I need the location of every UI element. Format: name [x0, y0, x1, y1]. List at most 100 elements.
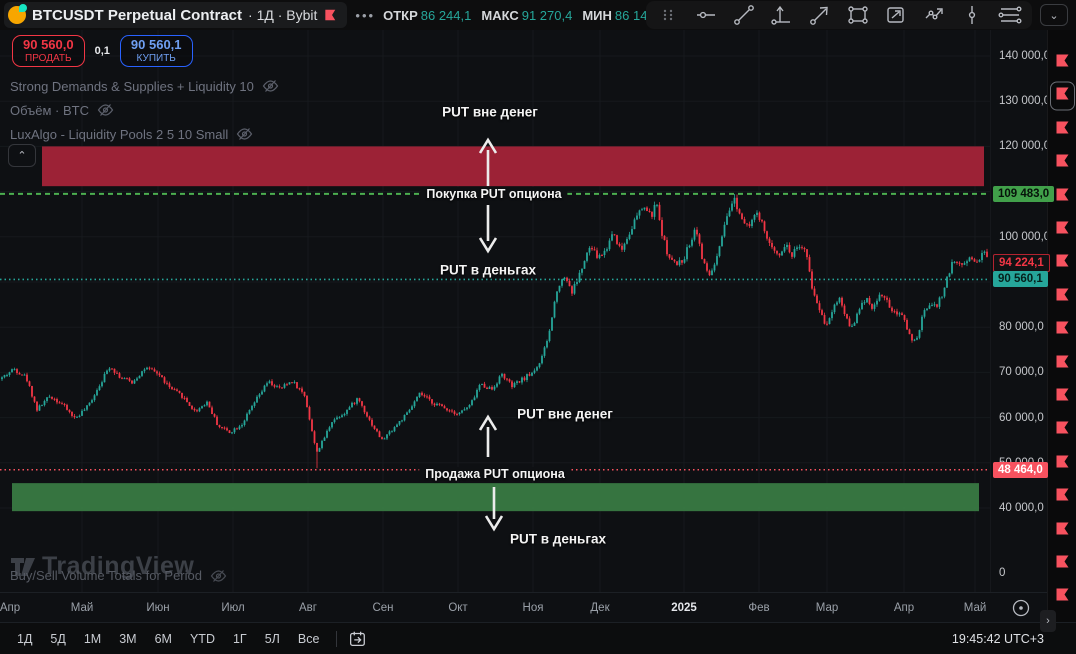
alert-flag-icon[interactable]: [1054, 220, 1071, 241]
annotation-put-itm-top: PUT в деньгах: [440, 262, 536, 278]
price-label-green: 109 483,0: [993, 185, 1055, 202]
eye-off-icon[interactable]: [236, 127, 253, 141]
alert-flag-icon[interactable]: [1054, 387, 1071, 408]
symbol-title[interactable]: BTCUSDT Perpetual Contract: [32, 6, 243, 24]
rectangle-tool-icon[interactable]: [846, 3, 870, 27]
projection-tool-icon[interactable]: [884, 3, 908, 27]
time-axis[interactable]: Апр Май Июн Июл Авг Сен Окт Ноя Дек 2025 Фев Мар Апр…: [0, 592, 1047, 622]
alert-flag-icon[interactable]: [1054, 286, 1071, 307]
trend-angle-tool-icon[interactable]: [770, 3, 794, 27]
bottom-toolbar: 1Д 5Д 1М 3М 6М YTD 1Г 5Л Все 19:45:42 UTC+3: [0, 622, 1076, 654]
pattern-tool-icon[interactable]: [922, 3, 946, 27]
range-button-3М[interactable]: 3М: [119, 631, 137, 646]
indicator-legend: Strong Demands & Supplies + Liquidity 10…: [10, 74, 279, 146]
eye-off-icon[interactable]: [97, 103, 114, 117]
time-label-month: Мар: [815, 601, 839, 614]
ohlc-МАКС: МАКС 91 270,4: [481, 7, 573, 23]
bybit-logo-icon: [8, 4, 27, 24]
alert-flag-icon[interactable]: [1050, 81, 1075, 111]
alert-flag-icon[interactable]: [1054, 487, 1071, 508]
alert-flag-icon[interactable]: [1054, 53, 1071, 74]
eye-off-icon[interactable]: [210, 569, 227, 583]
time-label-month: Фев: [748, 601, 770, 614]
range-button-1М[interactable]: 1М: [83, 631, 102, 646]
range-button-YTD[interactable]: YTD: [189, 631, 215, 646]
sell-label: ПРОДАТЬ: [25, 52, 72, 64]
toolbar-expand-chevron-icon[interactable]: ⌄: [1040, 4, 1068, 26]
alert-flag-icon[interactable]: [1054, 353, 1071, 374]
price-tick: 40 000,0: [999, 502, 1044, 514]
drag-handle-icon[interactable]: [656, 3, 680, 27]
price-tick: 120 000,0: [999, 140, 1051, 153]
time-label-month: Апр: [893, 601, 915, 614]
alert-flag-icon[interactable]: [1054, 119, 1071, 140]
alert-flag-icon[interactable]: [1054, 320, 1071, 341]
time-label-month: Авг: [299, 601, 317, 614]
symbol-interval-exchange[interactable]: · 1Д · Bybit: [248, 7, 318, 23]
more-options-button[interactable]: •••: [355, 7, 376, 23]
alert-flag-icon[interactable]: [1054, 520, 1071, 541]
alert-flag-icon[interactable]: [1054, 153, 1071, 174]
range-button-5Д[interactable]: 5Д: [50, 631, 66, 646]
eye-off-icon[interactable]: [262, 79, 279, 93]
time-label-month: Ноя: [522, 601, 544, 614]
bottom-indicator-label: Buy/Sell Volume Totals for Period: [10, 568, 202, 583]
price-label-teal: 90 560,1: [993, 271, 1048, 288]
parallel-lines-tool-icon[interactable]: [998, 3, 1022, 27]
price-tick: 130 000,0: [999, 95, 1051, 108]
clock-timezone[interactable]: 19:45:42 UTC+3: [951, 631, 1044, 646]
price-label-red-outline: 94 224,1: [993, 253, 1050, 272]
vertical-line-tool-icon[interactable]: [960, 3, 984, 27]
alert-flag-icon[interactable]: [1054, 453, 1071, 474]
arrow-tool-icon[interactable]: [808, 3, 832, 27]
price-tick: 100 000,0: [999, 230, 1051, 243]
alert-flag-icon[interactable]: [1054, 186, 1071, 207]
ohlc-ОТКР: ОТКР 86 244,1: [383, 7, 472, 23]
drawing-toolbar: [646, 1, 1032, 29]
top-toolbar: BTCUSDT Perpetual Contract · 1Д · Bybit …: [0, 0, 1076, 30]
trade-panel: 90 560,0 ПРОДАТЬ 0,1 90 560,1 КУПИТЬ: [12, 35, 193, 68]
horizontal-ray-tool-icon[interactable]: [694, 3, 718, 27]
range-button-5Л[interactable]: 5Л: [264, 631, 280, 646]
tradingview-logo: [11, 557, 35, 576]
indicator-row[interactable]: LuxAlgo - Liquidity Pools 2 5 10 Small: [10, 122, 279, 146]
indicator-row[interactable]: Strong Demands & Supplies + Liquidity 10: [10, 74, 279, 98]
alert-flag-icon[interactable]: [1054, 554, 1071, 575]
price-scale[interactable]: 140 000,0 130 000,0 120 000,0 100 000,0 80 0…: [990, 30, 1055, 592]
buy-label: КУПИТЬ: [136, 52, 176, 64]
legend-collapse-button[interactable]: ⌃: [8, 144, 36, 167]
range-button-1Г[interactable]: 1Г: [232, 631, 247, 646]
alert-flag-icon[interactable]: [1054, 420, 1071, 441]
time-label-month: Апр: [0, 601, 21, 614]
indicator-label: LuxAlgo - Liquidity Pools 2 5 10 Small: [10, 126, 229, 142]
range-button-1Д[interactable]: 1Д: [17, 631, 33, 646]
range-button-Все[interactable]: Все: [297, 631, 320, 646]
range-button-6М[interactable]: 6М: [154, 631, 172, 646]
symbol-switcher[interactable]: BTCUSDT Perpetual Contract · 1Д · Bybit: [4, 2, 348, 28]
spread-value: 0,1: [94, 45, 110, 58]
alert-flag-icon[interactable]: [323, 8, 337, 22]
strip-collapse-chevron-icon[interactable]: ›: [1040, 610, 1056, 632]
sell-button[interactable]: 90 560,0 ПРОДАТЬ: [12, 35, 85, 68]
buy-price: 90 560,1: [130, 37, 182, 52]
alert-flag-icon[interactable]: [1054, 253, 1071, 274]
price-tick: 80 000,0: [999, 321, 1044, 334]
go-to-date-icon[interactable]: [345, 627, 369, 651]
time-label-month: Июл: [221, 601, 245, 614]
price-tick: 140 000,0: [999, 50, 1051, 62]
time-label-month: Июн: [146, 601, 170, 614]
tradingview-watermark: TradingView: [10, 552, 194, 581]
time-label-month: Окт: [448, 601, 468, 614]
alert-flag-icon[interactable]: [1054, 587, 1071, 608]
trend-line-tool-icon[interactable]: [732, 3, 756, 27]
watermark-text: TradingView: [42, 552, 195, 580]
divider: [336, 630, 338, 647]
buy-button[interactable]: 90 560,1 КУПИТЬ: [119, 35, 193, 68]
volume-zero-tick: 0: [999, 567, 1006, 579]
time-label-month: Май: [70, 601, 94, 614]
scroll-to-realtime-icon[interactable]: [1011, 598, 1031, 618]
annotation-put-otm-top: PUT вне денег: [442, 104, 538, 120]
indicator-row[interactable]: Объём · BTC: [10, 98, 279, 122]
annotation-buy-put-line: Покупка PUT опциона: [420, 187, 568, 201]
price-label-red-fill: 48 464,0: [993, 461, 1048, 478]
